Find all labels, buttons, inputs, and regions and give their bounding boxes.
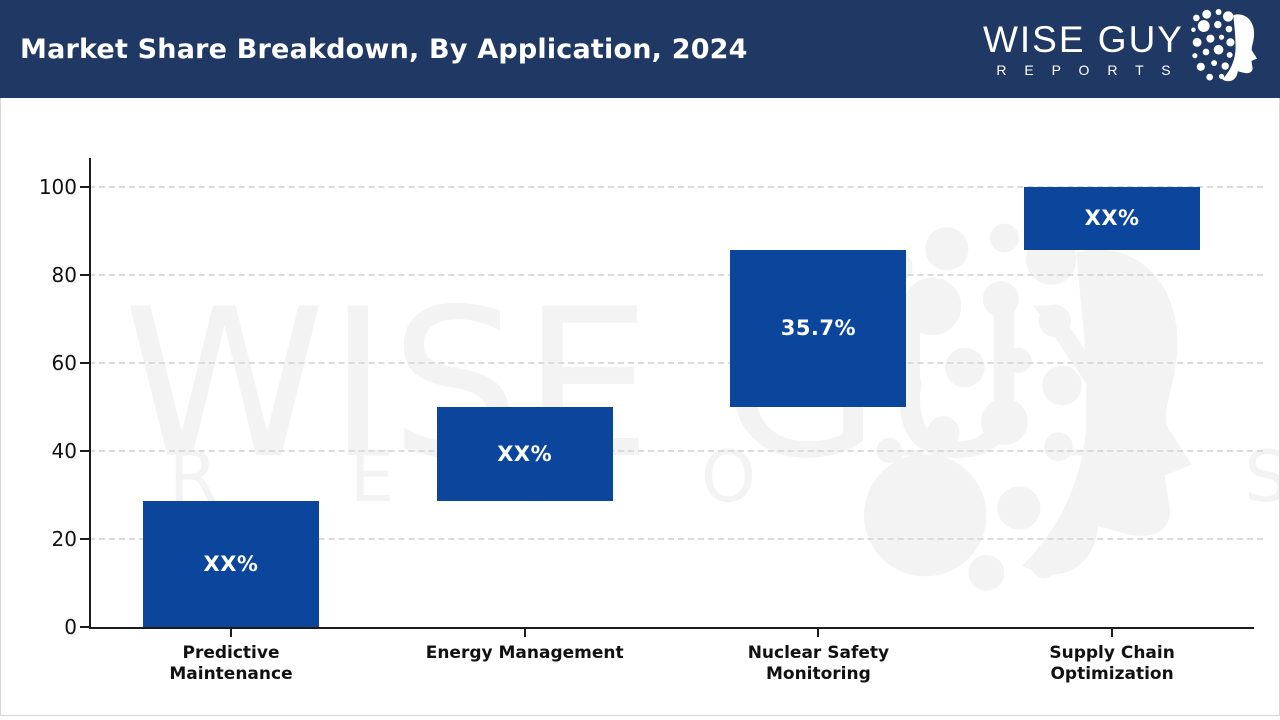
bar-4: XX% <box>1024 187 1201 250</box>
x-tickmark-4 <box>1111 629 1114 637</box>
x-category-label: Supply Chain Optimization <box>1049 643 1175 684</box>
y-tick-label-0: 0 <box>64 615 77 639</box>
bar-value-label: XX% <box>497 442 553 467</box>
x-axis-spine <box>89 627 1254 629</box>
y-tickmark-40 <box>80 450 89 452</box>
chart-area: WISE GUY R E P O R T S 0 20 40 60 80 100 XX% Pr… <box>0 98 1280 716</box>
x-category-label: Nuclear Safety Monitoring <box>747 643 890 684</box>
y-tick-label-60: 60 <box>51 351 77 375</box>
gridline-y100 <box>89 186 1263 188</box>
y-tickmark-0 <box>80 626 89 628</box>
wiseguy-logo: WISE GUY R E P O R T S <box>983 6 1260 92</box>
header-bar: Market Share Breakdown, By Application, … <box>0 0 1280 98</box>
gridline-y20 <box>89 538 1263 540</box>
bar-value-label: XX% <box>1084 206 1140 231</box>
y-tick-label-20: 20 <box>51 527 77 551</box>
logo-wordmark: WISE GUY <box>982 19 1184 60</box>
y-tick-label-80: 80 <box>51 263 77 287</box>
logo-subtitle: R E P O R T S <box>996 62 1178 78</box>
bar-value-label: 35.7% <box>780 316 857 341</box>
gridline-y60 <box>89 362 1263 364</box>
bar-1: XX% <box>143 501 319 627</box>
x-tickmark-1 <box>230 629 232 637</box>
y-tickmark-80 <box>80 274 89 276</box>
y-tick-label-100: 100 <box>38 175 77 199</box>
bar-2: XX% <box>436 407 613 502</box>
y-axis-spine <box>89 158 91 629</box>
x-tickmark-3 <box>817 629 820 637</box>
x-tickmark-2 <box>523 629 526 637</box>
y-tickmark-20 <box>80 538 89 540</box>
bar-value-label: XX% <box>203 552 259 577</box>
page-title: Market Share Breakdown, By Application, … <box>20 33 748 65</box>
bar-3: 35.7% <box>730 249 907 407</box>
wiseguy-logo-text: WISE GUY R E P O R T S <box>983 21 1184 77</box>
watermark-dotted-head-icon <box>864 223 1192 591</box>
y-tickmark-60 <box>80 362 89 364</box>
y-tickmark-100 <box>80 186 89 188</box>
dotted-head-profile-icon <box>1191 9 1258 82</box>
gridline-y80 <box>89 274 1263 276</box>
x-category-label: Predictive Maintenance <box>169 643 293 684</box>
gridline-y40 <box>89 450 1263 452</box>
x-category-label: Energy Management <box>425 643 624 663</box>
y-tick-label-40: 40 <box>51 439 77 463</box>
